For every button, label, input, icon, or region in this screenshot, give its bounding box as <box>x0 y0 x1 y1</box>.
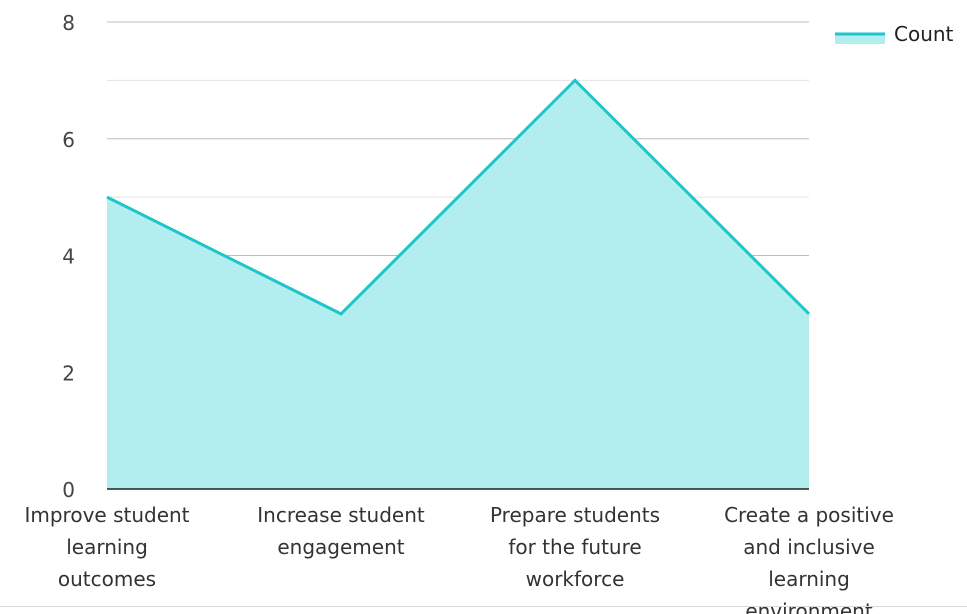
series-line <box>106 78 811 316</box>
x-tick-label: Increase student engagement <box>257 503 425 559</box>
y-tick-label: 2 <box>62 361 75 385</box>
y-tick-label: 6 <box>62 128 75 152</box>
x-axis: Improve student learning outcomes Increase … <box>24 488 894 614</box>
legend: Count <box>835 22 954 46</box>
bottom-divider <box>0 606 967 607</box>
area-series <box>106 78 811 489</box>
area-fill <box>107 80 809 489</box>
y-tick-label: 4 <box>62 245 75 269</box>
x-tick-label: Improve student learning outcomes <box>24 503 189 591</box>
x-tick-label: Prepare students for the future workforce <box>490 503 660 591</box>
y-axis: 0 2 4 6 8 <box>62 11 75 502</box>
y-tick-label: 8 <box>62 11 75 35</box>
y-tick-label: 0 <box>62 478 75 502</box>
legend-label: Count <box>894 22 954 46</box>
legend-swatch <box>835 34 885 44</box>
x-tick-label: Create a positive and inclusive learning en… <box>724 503 894 614</box>
